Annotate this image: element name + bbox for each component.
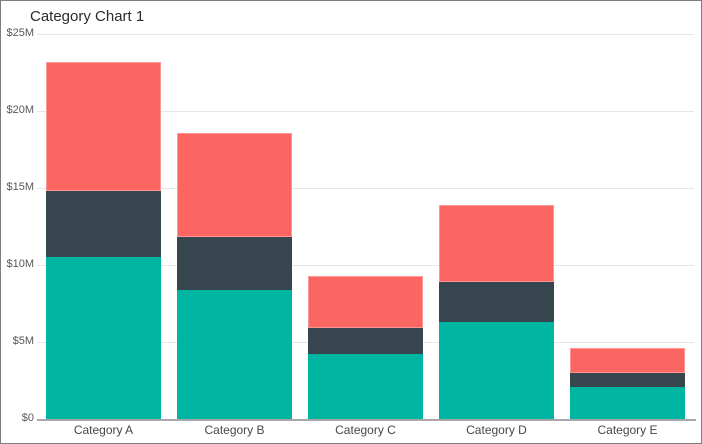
x-axis-line: [37, 419, 696, 421]
bar-segment-category-b-series-2-slate[interactable]: [177, 236, 292, 290]
bar-segment-category-a-series-2-slate[interactable]: [46, 191, 161, 258]
bar-segment-category-a-series-1-teal[interactable]: [46, 257, 161, 419]
y-tick-label: $25M: [6, 27, 34, 39]
gridline-$15M: [37, 188, 694, 189]
y-tick-label: $15M: [6, 181, 34, 193]
x-axis-label: Category C: [335, 423, 396, 437]
bar-segment-category-d-series-2-slate[interactable]: [439, 282, 554, 322]
y-tick-label: $10M: [6, 258, 34, 270]
bar-segment-category-a-series-3-coral[interactable]: [46, 61, 161, 192]
x-axis-label: Category A: [73, 423, 134, 437]
y-tick-label: $20M: [6, 104, 34, 116]
gridline-$25M: [37, 34, 694, 35]
bar-segment-category-c-series-3-coral[interactable]: [308, 276, 423, 328]
bar-segment-category-d-series-3-coral[interactable]: [439, 204, 554, 283]
x-axis-label: Category B: [204, 423, 265, 437]
bar-segment-category-d-series-1-teal[interactable]: [439, 321, 554, 419]
bar-segment-category-e-series-2-slate[interactable]: [570, 373, 685, 387]
chart-title: Category Chart 1: [30, 8, 145, 25]
y-tick-label: $0: [21, 412, 34, 424]
y-tick-label: $5M: [12, 335, 34, 347]
bar-segment-category-b-series-1-teal[interactable]: [177, 289, 292, 419]
bar-segment-category-c-series-1-teal[interactable]: [308, 354, 423, 419]
gridline-$20M: [37, 111, 694, 112]
bar-segment-category-e-series-1-teal[interactable]: [570, 386, 685, 419]
x-axis-label: Category D: [466, 423, 527, 437]
bar-segment-category-c-series-2-slate[interactable]: [308, 327, 423, 355]
bar-segment-category-b-series-3-coral[interactable]: [177, 133, 292, 237]
x-axis-label: Category E: [597, 423, 658, 437]
bar-segment-category-e-series-3-coral[interactable]: [570, 347, 685, 374]
gridline-$10M: [37, 265, 694, 266]
